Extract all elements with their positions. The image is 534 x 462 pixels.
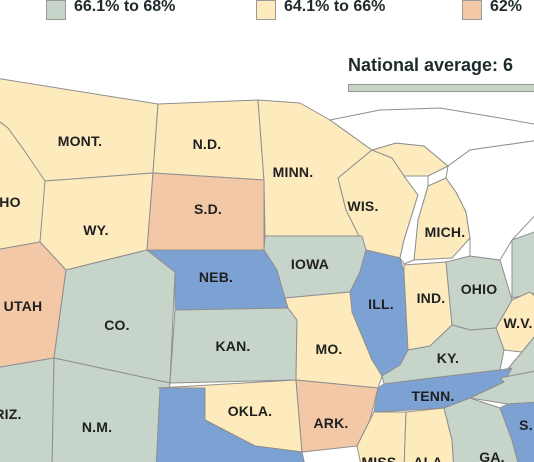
- state-label-ND: N.D.: [192, 136, 222, 152]
- state-label-WY: WY.: [83, 222, 109, 238]
- state-label-WIS: WIS.: [347, 198, 379, 214]
- state-PA: [511, 231, 534, 299]
- state-MISS: [356, 411, 407, 462]
- state-CO: [53, 249, 176, 384]
- state-label-MISS: MISS.: [361, 454, 401, 462]
- legend-item-orange: 62%: [462, 0, 522, 20]
- lake-michigan: [399, 175, 429, 265]
- state-ARIZ: [0, 357, 55, 462]
- state-label-GA: GA.: [479, 449, 505, 462]
- national-average-label: National average: 6: [348, 55, 514, 75]
- state-label-KAN: KAN.: [215, 338, 251, 354]
- legend-item-green: 66.1% to 68%: [46, 0, 175, 20]
- state-label-MINN: MINN.: [272, 164, 314, 180]
- state-label-SD: S.D.: [193, 201, 223, 217]
- state-label-WV: W.V.: [503, 315, 533, 331]
- legend-label-yellow: 64.1% to 66%: [284, 0, 386, 15]
- state-MO: [284, 291, 383, 389]
- state-label-TENN: TENN.: [411, 388, 455, 404]
- state-label-OKLA: OKLA.: [227, 403, 273, 419]
- legend-swatch-orange: [462, 0, 482, 20]
- state-label-NM: N.M.: [81, 419, 113, 435]
- state-label-ARK: ARK.: [313, 415, 349, 431]
- state-label-MICH: MICH.: [424, 224, 466, 240]
- legend-swatch-green: [46, 0, 66, 20]
- state-TEX: [155, 387, 305, 462]
- state-label-ALA: ALA.: [413, 454, 447, 462]
- legend-item-yellow: 64.1% to 66%: [256, 0, 385, 20]
- state-label-UTAH: UTAH: [3, 298, 43, 314]
- legend-label-green: 66.1% to 68%: [74, 0, 176, 15]
- legend-swatch-yellow: [256, 0, 276, 20]
- state-label-KY: KY.: [436, 350, 460, 366]
- state-NM: [51, 357, 171, 462]
- state-TENN: [373, 367, 513, 413]
- state-WV: [495, 291, 534, 353]
- state-label-ARIZ: RIZ.: [0, 406, 22, 422]
- state-label-IOWA: IOWA: [290, 256, 330, 272]
- state-SC: [499, 401, 534, 462]
- state-label-IND: IND.: [416, 290, 446, 306]
- state-label-NEB: NEB.: [198, 269, 234, 285]
- national-average-swatch: [348, 84, 534, 92]
- legend-label-orange: 62%: [490, 0, 523, 15]
- state-label-CO: CO.: [104, 317, 130, 333]
- state-label-SC: S.: [519, 417, 533, 433]
- state-label-OHIO: OHIO: [460, 281, 498, 297]
- state-label-IDAHO: HO: [0, 194, 21, 210]
- state-label-MO: MO.: [315, 341, 343, 357]
- lake-huron-erie: [445, 140, 534, 261]
- state-label-ILL: ILL.: [368, 296, 394, 312]
- state-label-MONT: MONT.: [57, 133, 103, 149]
